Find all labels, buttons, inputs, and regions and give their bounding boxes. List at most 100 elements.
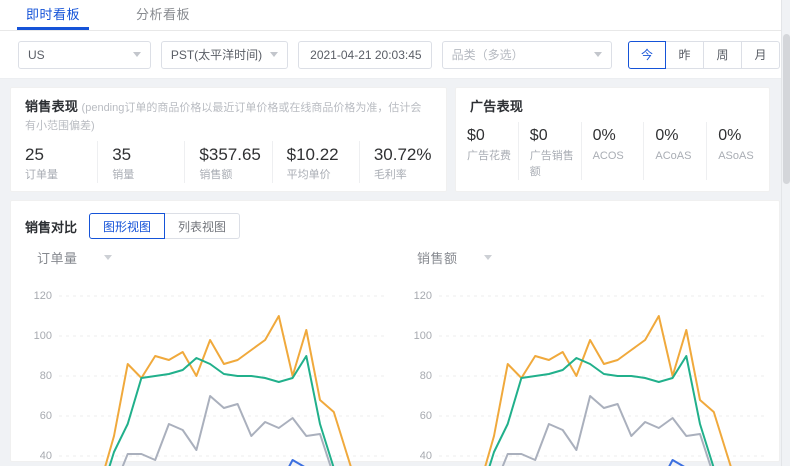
sales-comparison-header: 销售对比 图形视图 列表视图 xyxy=(11,201,779,239)
chart-orders-plot: 120 100 80 60 40 xyxy=(29,276,389,466)
chart-metric-select-sales[interactable]: 销售额 xyxy=(409,245,498,270)
region-select-value: US xyxy=(28,47,45,62)
chart-orders-svg xyxy=(59,295,387,466)
category-select-placeholder: 品类（多选） xyxy=(451,48,524,62)
metric-units-sold: 35 销量 xyxy=(97,141,184,183)
chart-line-series-orange xyxy=(484,315,732,466)
metric-value: 0% xyxy=(718,127,742,144)
sales-metrics: 25 订单量 35 销量 $357.65 销售额 $10.22 平均单价 xyxy=(11,141,446,183)
ads-metrics: $0 广告花费 $0 广告销售额 0% ACOS 0% ACoAS xyxy=(456,122,769,180)
metric-value: 35 xyxy=(112,145,132,164)
chart-line-series-gray xyxy=(121,395,332,466)
chart-sales-svg xyxy=(439,295,767,466)
metric-asoas: 0% ASoAS xyxy=(706,122,769,180)
timezone-select[interactable]: PST(太平洋时间) xyxy=(160,40,289,69)
metric-value: $10.22 xyxy=(286,145,339,164)
chevron-down-icon xyxy=(103,255,112,260)
view-toggle-group: 图形视图 列表视图 xyxy=(89,213,241,239)
view-toggle-chart[interactable]: 图形视图 xyxy=(89,213,166,239)
y-axis-tick: 120 xyxy=(33,290,52,302)
sales-performance-card: 销售表现 (pending订单的商品价格以最近订单价格或在线商品价格为准，估计会… xyxy=(10,87,447,192)
chart-line-series-orange xyxy=(104,315,352,466)
dashboard-body: 销售表现 (pending订单的商品价格以最近订单价格或在线商品价格为准，估计会… xyxy=(0,79,790,466)
ads-performance-header: 广告表现 xyxy=(456,98,769,122)
ads-performance-card: 广告表现 $0 广告花费 $0 广告销售额 0% ACOS xyxy=(455,87,770,192)
metric-acos: 0% ACOS xyxy=(580,122,644,180)
metric-value: $0 xyxy=(467,127,485,144)
chevron-down-icon xyxy=(483,255,492,260)
chart-metric-label: 销售额 xyxy=(417,251,458,266)
metric-value: 0% xyxy=(592,127,616,144)
metric-sales-amount: $357.65 销售额 xyxy=(184,141,271,183)
ads-performance-title: 广告表现 xyxy=(470,99,524,114)
sales-performance-note: (pending订单的商品价格以最近订单价格或在线商品价格为准，估计会有小范围偏… xyxy=(25,102,422,132)
datetime-field[interactable]: 2021-04-21 20:03:45 xyxy=(298,40,432,69)
chart-sales-plot: 120 100 80 60 40 xyxy=(409,276,769,466)
sales-comparison-title: 销售对比 xyxy=(25,219,78,235)
metric-label: ACoAS xyxy=(655,150,692,162)
chart-orders-column: 订单量 120 100 80 60 40 xyxy=(11,245,391,466)
datetime-value: 2021-04-21 20:03:45 xyxy=(310,47,422,62)
tab-label: 即时看板 xyxy=(26,7,81,22)
metric-value: $0 xyxy=(529,127,548,144)
metric-average-price: $10.22 平均单价 xyxy=(271,141,359,183)
metric-label: 广告花费 xyxy=(467,150,511,162)
quick-range-week[interactable]: 周 xyxy=(704,40,742,69)
sales-comparison-section: 销售对比 图形视图 列表视图 订单量 120 100 80 60 40 xyxy=(10,200,780,466)
tab-analysis-dashboard[interactable]: 分析看板 xyxy=(132,4,194,30)
chart-line-series-gray xyxy=(501,395,712,466)
charts-row: 订单量 120 100 80 60 40 销售额 120 100 80 60 xyxy=(11,245,779,466)
scrollbar-thumb[interactable] xyxy=(783,34,790,184)
y-axis-tick: 100 xyxy=(33,330,52,342)
quick-range-today[interactable]: 今 xyxy=(628,40,666,69)
filter-bar: US PST(太平洋时间) 2021-04-21 20:03:45 品类（多选）… xyxy=(0,31,790,79)
y-axis-tick: 80 xyxy=(419,370,432,382)
page-scrollbar[interactable] xyxy=(781,0,790,466)
metric-order-count: 25 订单量 xyxy=(11,141,97,183)
metric-value: 0% xyxy=(655,127,679,144)
metric-value: 25 xyxy=(25,145,44,164)
sales-performance-title: 销售表现 xyxy=(25,99,79,114)
metric-label: 广告销售额 xyxy=(529,150,574,178)
chevron-down-icon xyxy=(132,52,141,57)
quick-range-group: 今 昨 周 月 xyxy=(628,40,780,69)
metric-gross-margin: 30.72% 毛利率 xyxy=(358,141,446,183)
chart-line-series-green xyxy=(488,355,715,466)
category-select[interactable]: 品类（多选） xyxy=(441,40,612,69)
metric-acoas: 0% ACoAS xyxy=(643,122,706,180)
y-axis-tick: 100 xyxy=(413,330,432,342)
y-axis-tick: 120 xyxy=(413,290,432,302)
chart-metric-select-orders[interactable]: 订单量 xyxy=(29,245,118,270)
chart-metric-label: 订单量 xyxy=(37,251,78,266)
metric-label: 销售额 xyxy=(199,169,233,181)
region-select[interactable]: US xyxy=(18,40,151,69)
chart-line-series-green xyxy=(108,355,335,466)
quick-range-month[interactable]: 月 xyxy=(742,40,780,69)
quick-range-yesterday[interactable]: 昨 xyxy=(666,40,704,69)
metric-label: ACOS xyxy=(592,150,624,162)
tab-label: 分析看板 xyxy=(136,7,191,22)
tab-bar: 即时看板 分析看板 xyxy=(0,0,790,31)
y-axis-tick: 80 xyxy=(39,370,52,382)
y-axis-tick: 40 xyxy=(39,450,52,462)
metric-value: 30.72% xyxy=(373,145,432,164)
y-axis-tick: 40 xyxy=(419,450,432,462)
sales-performance-header: 销售表现 (pending订单的商品价格以最近订单价格或在线商品价格为准，估计会… xyxy=(11,98,446,141)
metric-ad-sales: $0 广告销售额 xyxy=(517,122,581,180)
view-toggle-list[interactable]: 列表视图 xyxy=(165,213,241,239)
y-axis-tick: 60 xyxy=(39,410,52,422)
metric-label: 平均单价 xyxy=(286,169,331,181)
metric-label: 毛利率 xyxy=(373,169,407,181)
chevron-down-icon xyxy=(594,52,602,57)
tab-instant-dashboard[interactable]: 即时看板 xyxy=(16,4,90,30)
y-axis-tick: 60 xyxy=(419,410,432,422)
metric-label: 销量 xyxy=(112,169,135,181)
chart-sales-column: 销售额 120 100 80 60 40 xyxy=(391,245,771,466)
summary-cards: 销售表现 (pending订单的商品价格以最近订单价格或在线商品价格为准，估计会… xyxy=(10,87,780,192)
metric-label: 订单量 xyxy=(25,169,58,181)
metric-value: $357.65 xyxy=(199,145,261,164)
chevron-down-icon xyxy=(270,52,279,57)
metric-ad-spend: $0 广告花费 xyxy=(456,122,518,180)
metric-label: ASoAS xyxy=(718,150,754,162)
